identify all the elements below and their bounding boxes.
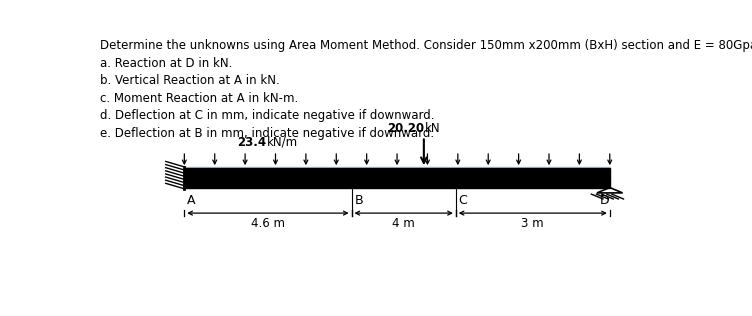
Text: b. Vertical Reaction at A in kN.: b. Vertical Reaction at A in kN. <box>100 74 280 87</box>
Text: a. Reaction at D in kN.: a. Reaction at D in kN. <box>100 57 232 70</box>
Text: B: B <box>354 194 363 207</box>
Text: 4 m: 4 m <box>393 217 415 230</box>
Text: e. Deflection at B in mm, indicate negative if downward.: e. Deflection at B in mm, indicate negat… <box>100 127 434 140</box>
Bar <box>184 168 610 188</box>
Text: 20.20: 20.20 <box>387 122 424 135</box>
Text: 3 m: 3 m <box>521 217 544 230</box>
Text: kN: kN <box>425 122 441 135</box>
Text: d. Deflection at C in mm, indicate negative if downward.: d. Deflection at C in mm, indicate negat… <box>100 109 435 122</box>
Text: D: D <box>599 194 609 207</box>
Text: 4.6 m: 4.6 m <box>251 217 285 230</box>
Text: Determine the unknowns using Area Moment Method. Consider 150mm x200mm (BxH) sec: Determine the unknowns using Area Moment… <box>100 39 752 52</box>
Text: 23.4: 23.4 <box>237 136 266 149</box>
Text: A: A <box>187 194 196 207</box>
Text: c. Moment Reaction at A in kN-m.: c. Moment Reaction at A in kN-m. <box>100 92 298 105</box>
Text: C: C <box>459 194 468 207</box>
Text: kN/m: kN/m <box>267 136 299 149</box>
